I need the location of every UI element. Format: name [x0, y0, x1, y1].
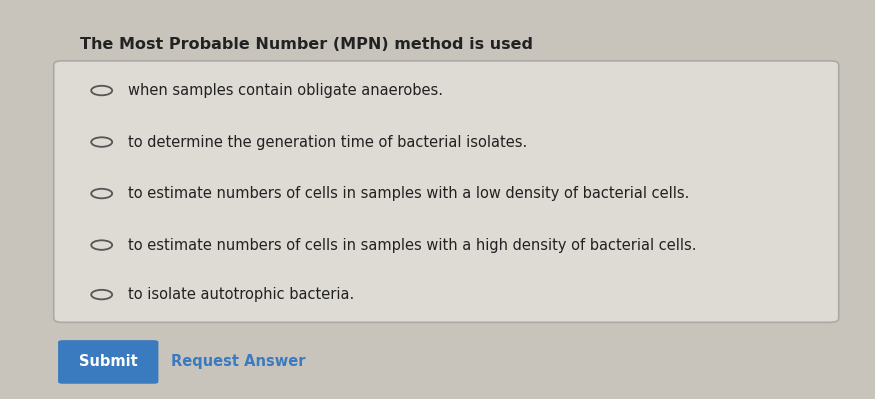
Text: when samples contain obligate anaerobes.: when samples contain obligate anaerobes.: [128, 83, 443, 98]
Text: to determine the generation time of bacterial isolates.: to determine the generation time of bact…: [128, 134, 527, 150]
Text: Request Answer: Request Answer: [172, 354, 306, 369]
Text: The Most Probable Number (MPN) method is used: The Most Probable Number (MPN) method is…: [80, 37, 533, 52]
Text: to estimate numbers of cells in samples with a low density of bacterial cells.: to estimate numbers of cells in samples …: [128, 186, 690, 201]
Text: Submit: Submit: [79, 354, 137, 369]
FancyBboxPatch shape: [53, 61, 839, 322]
Text: to isolate autotrophic bacteria.: to isolate autotrophic bacteria.: [128, 287, 354, 302]
Text: to estimate numbers of cells in samples with a high density of bacterial cells.: to estimate numbers of cells in samples …: [128, 237, 696, 253]
FancyBboxPatch shape: [58, 340, 158, 384]
